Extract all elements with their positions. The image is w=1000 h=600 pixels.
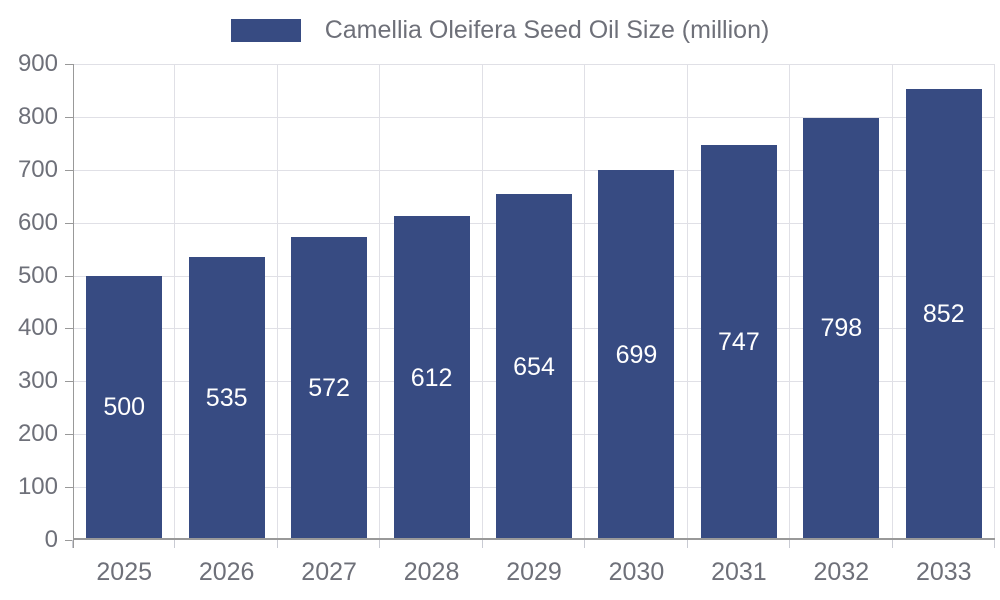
x-axis-tick [276,540,278,548]
plot-area: 500 535 572 612 654 699 747 798 852 [65,64,995,548]
x-tick-label: 2031 [711,558,767,586]
bar-2026[interactable]: 535 [188,257,265,540]
bar-2028[interactable]: 612 [393,216,470,540]
bar-value-label: 852 [922,300,965,329]
bar-value-label: 699 [615,340,658,369]
y-tick-label: 800 [17,102,58,130]
y-tick-label: 500 [17,261,58,289]
x-tick-label: 2032 [813,558,870,586]
y-axis-tick [65,116,73,118]
y-tick-label: 400 [17,314,58,342]
y-axis-tick [65,328,73,330]
bar-2029[interactable]: 654 [496,194,572,540]
x-tick-label: 2033 [915,558,972,586]
bar-value-label: 654 [513,352,555,381]
legend-swatch [230,19,301,42]
v-gridline [789,64,791,540]
y-axis-tick [65,487,73,489]
bar-value-label: 500 [103,393,146,422]
y-tick-label: 600 [17,208,58,236]
x-tick-label: 2026 [198,558,255,586]
x-axis-tick [72,540,73,548]
y-tick-label: 0 [44,526,58,553]
legend-item[interactable]: Camellia Oleifera Seed Oil Size (million… [0,16,1000,45]
x-axis-tick [994,540,995,548]
x-axis-tick [174,540,176,548]
y-axis-tick [65,64,73,65]
y-axis-tick [65,275,73,277]
v-gridline [276,64,278,540]
y-tick-label: 100 [17,473,58,501]
y-axis-tick [65,222,73,224]
x-axis-line [73,538,995,540]
v-gridline [379,64,381,540]
h-gridline [73,64,995,65]
v-gridline [481,64,483,540]
y-axis-tick [65,434,73,436]
x-axis-tick [379,540,381,548]
bar-2031[interactable]: 747 [700,144,777,540]
x-tick-label: 2029 [506,558,562,586]
v-gridline [891,64,893,540]
y-tick-label: 300 [17,367,58,395]
x-axis-tick [584,540,586,548]
bar-2027[interactable]: 572 [291,237,368,540]
x-axis-tick [686,540,688,548]
bar-value-label: 798 [820,314,863,343]
y-tick-label: 900 [17,50,58,77]
v-gridline [174,64,176,540]
bar-value-label: 612 [410,363,453,392]
bar-value-label: 535 [205,384,248,413]
y-axis-tick [65,169,73,171]
x-tick-label: 2030 [608,558,665,586]
y-axis-line [73,64,74,548]
v-gridline [584,64,586,540]
bar-value-label: 572 [308,374,350,403]
x-tick-label: 2025 [96,558,153,586]
bar-2032[interactable]: 798 [803,117,880,540]
y-axis-tick [65,540,73,541]
y-tick-label: 700 [17,155,58,183]
bar-value-label: 747 [718,327,760,356]
v-gridline [994,64,995,540]
y-tick-label: 200 [17,420,58,448]
x-tick-label: 2027 [301,558,357,586]
x-axis-tick [789,540,791,548]
x-axis-tick [891,540,893,548]
legend-label: Camellia Oleifera Seed Oil Size (million… [324,16,770,44]
y-axis-tick [65,381,73,383]
x-axis-tick [481,540,483,548]
bar-2030[interactable]: 699 [598,170,675,540]
v-gridline [686,64,688,540]
h-gridline [73,169,995,171]
x-tick-label: 2028 [403,558,460,586]
bar-2033[interactable]: 852 [905,89,982,540]
h-gridline [73,116,995,118]
bar-2025[interactable]: 500 [86,275,163,540]
